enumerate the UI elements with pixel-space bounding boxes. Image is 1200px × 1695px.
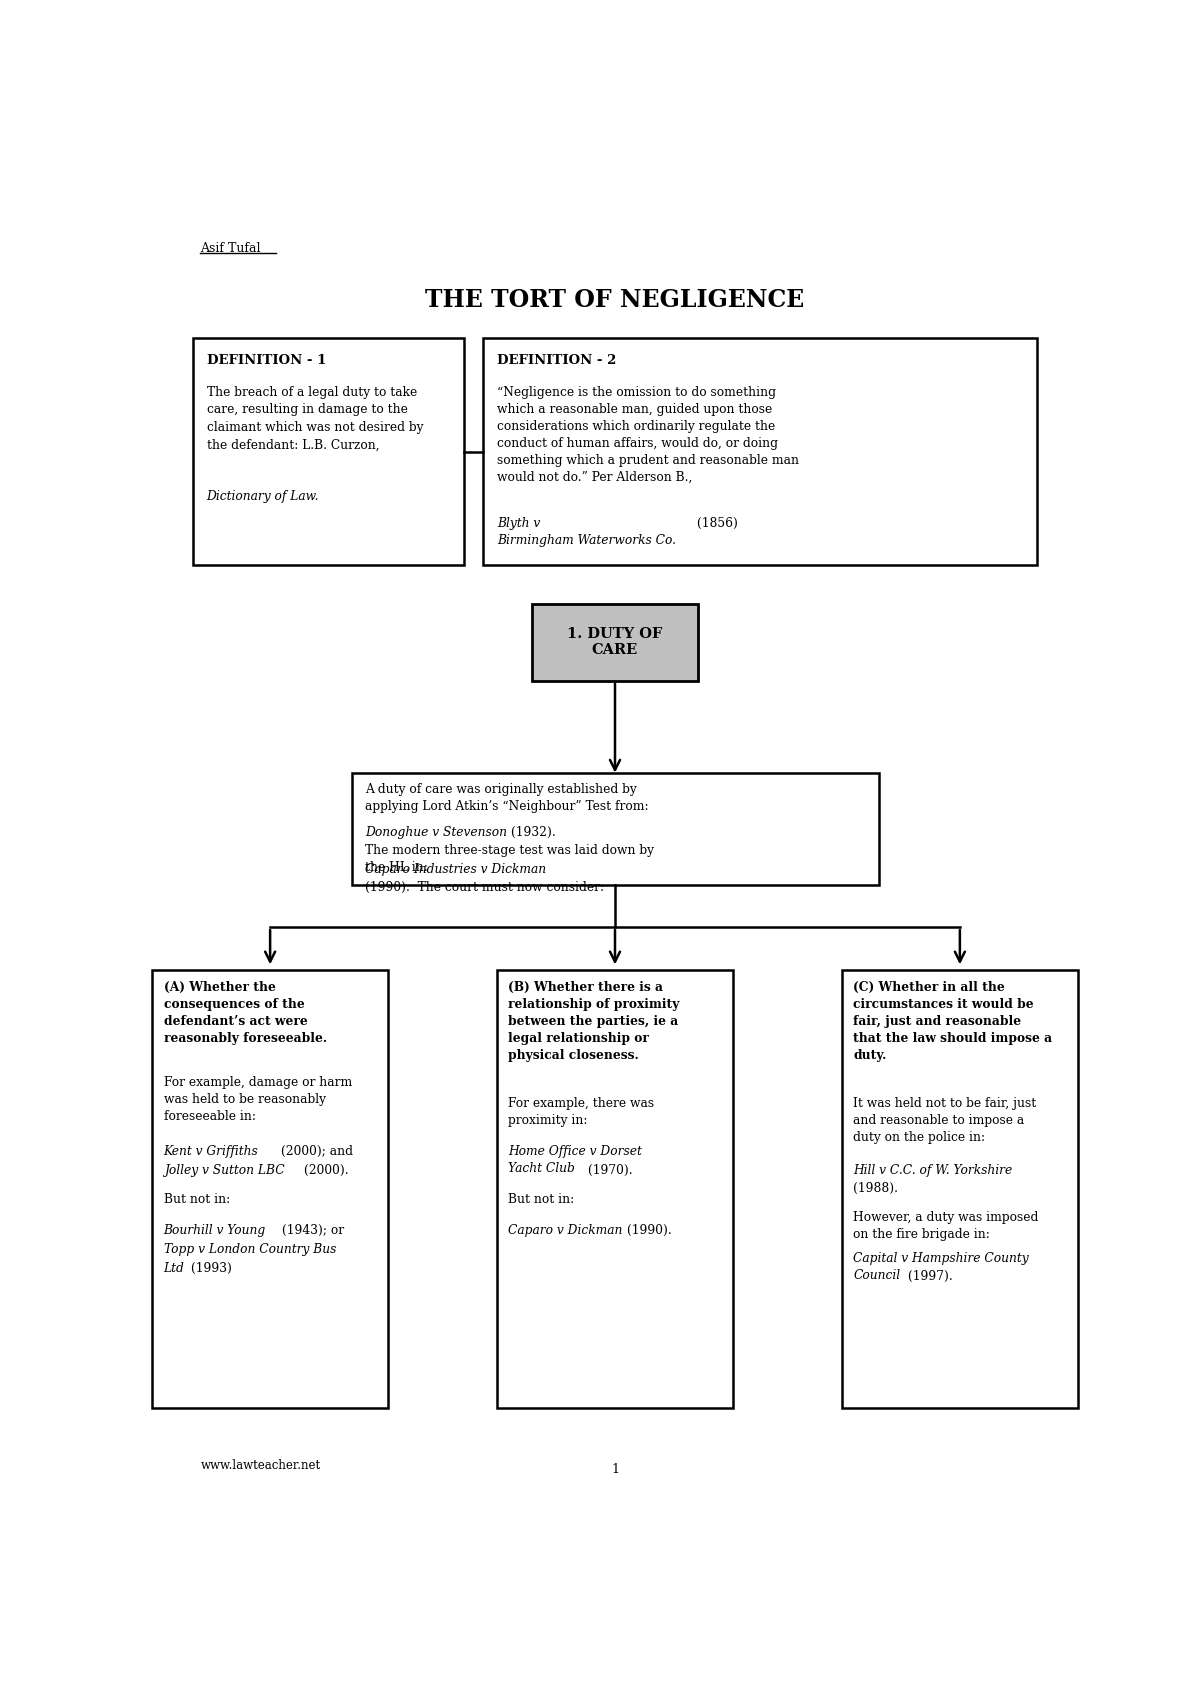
- Text: (1943); or: (1943); or: [278, 1224, 344, 1237]
- Text: (1990).  The court must now consider:: (1990). The court must now consider:: [366, 881, 605, 893]
- Text: DEFINITION - 1: DEFINITION - 1: [206, 354, 326, 366]
- Text: Capital v Hampshire County
Council: Capital v Hampshire County Council: [853, 1253, 1028, 1281]
- Text: (1988).: (1988).: [853, 1181, 899, 1195]
- Text: (1856): (1856): [694, 517, 738, 531]
- Text: (1970).: (1970).: [583, 1163, 632, 1176]
- Text: Caparo v Dickman: Caparo v Dickman: [509, 1224, 623, 1237]
- Text: The modern three-stage test was laid down by
the HL in:: The modern three-stage test was laid dow…: [366, 844, 654, 875]
- Text: (A) Whether the
consequences of the
defendant’s act were
reasonably foreseeable.: (A) Whether the consequences of the defe…: [163, 981, 326, 1046]
- Text: DEFINITION - 2: DEFINITION - 2: [497, 354, 617, 366]
- Text: 1. DUTY OF
CARE: 1. DUTY OF CARE: [568, 627, 662, 658]
- Text: THE TORT OF NEGLIGENCE: THE TORT OF NEGLIGENCE: [425, 288, 805, 312]
- Bar: [532, 603, 698, 681]
- Bar: [193, 337, 464, 566]
- Text: Asif Tufal: Asif Tufal: [200, 242, 260, 254]
- Bar: [352, 773, 878, 885]
- Text: But not in:: But not in:: [163, 1193, 230, 1205]
- Text: Home Office v Dorset
Yacht Club: Home Office v Dorset Yacht Club: [509, 1146, 642, 1175]
- Bar: [841, 970, 1078, 1409]
- Text: But not in:: But not in:: [509, 1193, 575, 1205]
- Bar: [152, 970, 389, 1409]
- Text: (1993): (1993): [187, 1263, 232, 1275]
- Text: Topp v London Country Bus: Topp v London Country Bus: [163, 1242, 336, 1256]
- Text: The breach of a legal duty to take
care, resulting in damage to the
claimant whi: The breach of a legal duty to take care,…: [206, 386, 424, 451]
- Text: (1932).: (1932).: [506, 825, 556, 839]
- Text: (2000).: (2000).: [300, 1163, 348, 1176]
- Text: (1997).: (1997).: [904, 1270, 953, 1283]
- Bar: [484, 337, 1037, 566]
- Text: Blyth v
Birmingham Waterworks Co.: Blyth v Birmingham Waterworks Co.: [497, 517, 677, 547]
- Text: “Negligence is the omission to do something
which a reasonable man, guided upon : “Negligence is the omission to do someth…: [497, 386, 799, 483]
- Text: 1: 1: [611, 1463, 619, 1476]
- Text: (C) Whether in all the
circumstances it would be
fair, just and reasonable
that : (C) Whether in all the circumstances it …: [853, 981, 1052, 1063]
- Text: Bourhill v Young: Bourhill v Young: [163, 1224, 266, 1237]
- Text: www.lawteacher.net: www.lawteacher.net: [200, 1459, 320, 1471]
- Text: Ltd: Ltd: [163, 1263, 185, 1275]
- Text: (2000); and: (2000); and: [277, 1146, 354, 1158]
- Text: However, a duty was imposed
on the fire brigade in:: However, a duty was imposed on the fire …: [853, 1212, 1039, 1241]
- Bar: [497, 970, 733, 1409]
- Text: Jolley v Sutton LBC: Jolley v Sutton LBC: [163, 1163, 284, 1176]
- Text: (1990).: (1990).: [623, 1224, 672, 1237]
- Text: For example, there was
proximity in:: For example, there was proximity in:: [509, 1097, 654, 1127]
- Text: For example, damage or harm
was held to be reasonably
foreseeable in:: For example, damage or harm was held to …: [163, 1076, 352, 1122]
- Text: Hill v C.C. of W. Yorkshire: Hill v C.C. of W. Yorkshire: [853, 1163, 1013, 1176]
- Text: Donoghue v Stevenson: Donoghue v Stevenson: [366, 825, 508, 839]
- Text: (B) Whether there is a
relationship of proximity
between the parties, ie a
legal: (B) Whether there is a relationship of p…: [509, 981, 680, 1063]
- Text: A duty of care was originally established by
applying Lord Atkin’s “Neighbour” T: A duty of care was originally establishe…: [366, 783, 649, 814]
- Text: Dictionary of Law.: Dictionary of Law.: [206, 490, 319, 503]
- Text: Kent v Griffiths: Kent v Griffiths: [163, 1146, 258, 1158]
- Text: It was held not to be fair, just
and reasonable to impose a
duty on the police i: It was held not to be fair, just and rea…: [853, 1097, 1037, 1144]
- Text: Caparo Industries v Dickman: Caparo Industries v Dickman: [366, 863, 546, 876]
